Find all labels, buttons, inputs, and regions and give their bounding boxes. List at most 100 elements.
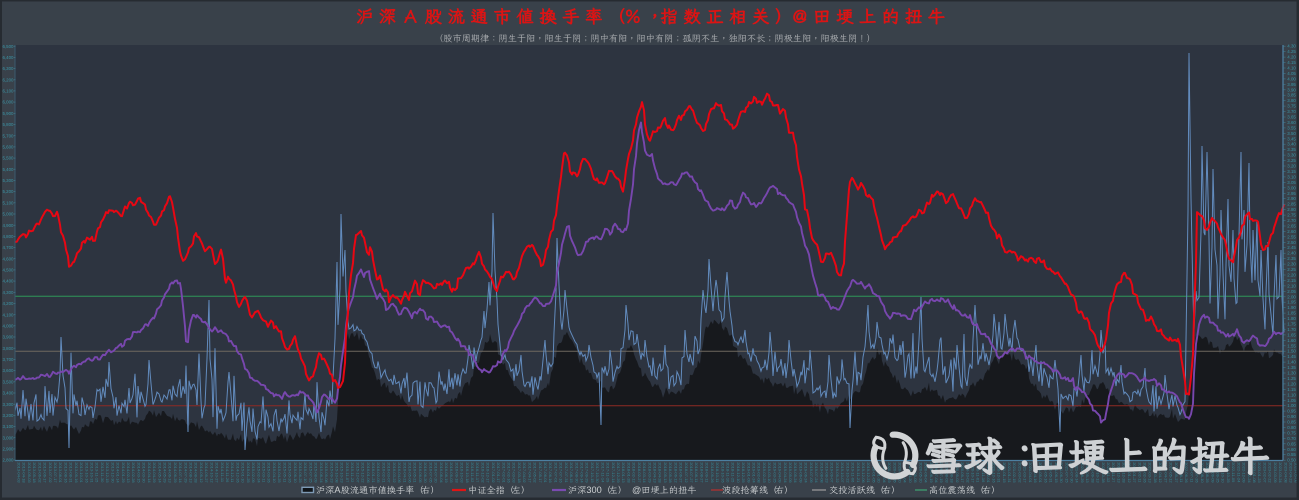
svg-text:1.85: 1.85 — [1287, 311, 1296, 316]
svg-text:4,700: 4,700 — [3, 245, 15, 250]
svg-text:2018-01-28: 2018-01-28 — [626, 462, 631, 483]
svg-text:2022-12-09: 2022-12-09 — [1242, 462, 1247, 483]
svg-text:2015-10-08: 2015-10-08 — [335, 462, 340, 483]
svg-text:2018-01-13: 2018-01-13 — [621, 462, 626, 483]
svg-text:2017-05-17: 2017-05-17 — [538, 462, 543, 483]
svg-text:2014-06-29: 2014-06-29 — [173, 462, 178, 483]
svg-text:2014-08-28: 2014-08-28 — [194, 462, 199, 483]
svg-text:1.30: 1.30 — [1287, 371, 1296, 376]
svg-text:2016-06-20: 2016-06-20 — [423, 462, 428, 483]
svg-text:6,300: 6,300 — [3, 66, 15, 71]
svg-text:2021-07-30: 2021-07-30 — [1070, 462, 1075, 483]
svg-text:2017-04-17: 2017-04-17 — [527, 462, 532, 483]
svg-text:2014-11-26: 2014-11-26 — [225, 462, 230, 483]
svg-text:2017-08-30: 2017-08-30 — [574, 462, 579, 483]
svg-text:2016-08-04: 2016-08-04 — [439, 462, 444, 483]
svg-text:4,200: 4,200 — [3, 301, 15, 306]
svg-text:2.45: 2.45 — [1287, 245, 1296, 250]
svg-text:2021-06-15: 2021-06-15 — [1054, 462, 1059, 483]
svg-text:3,300: 3,300 — [3, 402, 15, 407]
svg-text:3.45: 3.45 — [1287, 136, 1296, 141]
svg-text:2015-06-10: 2015-06-10 — [293, 462, 298, 483]
svg-text:2.60: 2.60 — [1287, 229, 1296, 234]
svg-text:2.95: 2.95 — [1287, 191, 1296, 196]
svg-text:3,700: 3,700 — [3, 357, 15, 362]
svg-text:2016-01-21: 2016-01-21 — [371, 462, 376, 483]
svg-text:2017-12-14: 2017-12-14 — [611, 462, 616, 483]
svg-text:1.35: 1.35 — [1287, 365, 1296, 370]
svg-text:2018-02-12: 2018-02-12 — [632, 462, 637, 483]
svg-text:2022-11-09: 2022-11-09 — [1231, 462, 1236, 483]
svg-text:2017-04-02: 2017-04-02 — [522, 462, 527, 483]
svg-text:2.55: 2.55 — [1287, 234, 1296, 239]
svg-text:2019-09-22: 2019-09-22 — [835, 462, 840, 483]
svg-text:2021-11-12: 2021-11-12 — [1106, 462, 1111, 483]
svg-text:2018-09-11: 2018-09-11 — [705, 462, 710, 483]
svg-text:2022-01-12: 2022-01-12 — [1127, 462, 1132, 483]
svg-text:@: @ — [632, 485, 641, 495]
svg-text:2.35: 2.35 — [1287, 256, 1296, 261]
svg-text:2016-04-06: 2016-04-06 — [397, 462, 402, 483]
svg-text:2014-10-12: 2014-10-12 — [209, 462, 214, 483]
svg-text:2016-09-03: 2016-09-03 — [449, 462, 454, 483]
svg-text:2015-08-24: 2015-08-24 — [319, 462, 324, 483]
svg-text:3,800: 3,800 — [3, 346, 15, 351]
svg-text:2019-06-24: 2019-06-24 — [804, 462, 809, 483]
svg-text:2015-03-11: 2015-03-11 — [262, 462, 267, 483]
svg-text:2022-05-12: 2022-05-12 — [1169, 462, 1174, 483]
svg-text:0.95: 0.95 — [1287, 409, 1296, 414]
svg-text:2013-07-17: 2013-07-17 — [53, 462, 58, 483]
svg-text:1.95: 1.95 — [1287, 300, 1296, 305]
svg-text:4.25: 4.25 — [1287, 49, 1296, 54]
svg-text:2.15: 2.15 — [1287, 278, 1296, 283]
svg-text:2014-11-11: 2014-11-11 — [220, 462, 225, 483]
svg-text:3,400: 3,400 — [3, 391, 15, 396]
svg-text:2013-05-18: 2013-05-18 — [32, 462, 37, 483]
svg-text:2021-03-17: 2021-03-17 — [1023, 462, 1028, 483]
svg-text:2014-04-14: 2014-04-14 — [147, 462, 152, 483]
svg-text:2014-02-13: 2014-02-13 — [126, 462, 131, 483]
svg-text:2023-04-08: 2023-04-08 — [1283, 462, 1288, 483]
svg-text:2,800: 2,800 — [3, 458, 15, 463]
svg-text:2017-11-29: 2017-11-29 — [606, 462, 611, 483]
svg-text:2015-02-09: 2015-02-09 — [251, 462, 256, 483]
svg-text:2014-03-30: 2014-03-30 — [142, 462, 147, 483]
svg-text:2016-08-19: 2016-08-19 — [444, 462, 449, 483]
svg-text:2013-08-16: 2013-08-16 — [63, 462, 68, 483]
svg-text:2018-06-12: 2018-06-12 — [673, 462, 678, 483]
svg-text:2017-10-30: 2017-10-30 — [595, 462, 600, 483]
svg-text:2.00: 2.00 — [1287, 294, 1296, 299]
svg-text:0.55: 0.55 — [1287, 452, 1296, 457]
svg-text:2017-08-15: 2017-08-15 — [569, 462, 574, 483]
svg-text:2019-06-09: 2019-06-09 — [799, 462, 804, 483]
svg-text:2016-07-20: 2016-07-20 — [434, 462, 439, 483]
svg-text:2019-05-24: 2019-05-24 — [793, 462, 798, 483]
svg-text:2022-04-12: 2022-04-12 — [1158, 462, 1163, 483]
svg-text:2015-12-22: 2015-12-22 — [361, 462, 366, 483]
svg-text:2017-07-01: 2017-07-01 — [553, 462, 558, 483]
svg-text:2019-04-09: 2019-04-09 — [778, 462, 783, 483]
svg-text:1.05: 1.05 — [1287, 398, 1296, 403]
svg-text:5,400: 5,400 — [3, 167, 15, 172]
svg-text:6,000: 6,000 — [3, 100, 15, 105]
svg-text:2014-12-11: 2014-12-11 — [230, 462, 235, 483]
svg-text:2014-05-29: 2014-05-29 — [163, 462, 168, 483]
svg-text:2015-09-08: 2015-09-08 — [324, 462, 329, 483]
svg-text:2.25: 2.25 — [1287, 267, 1296, 272]
svg-text:2019-09-07: 2019-09-07 — [830, 462, 835, 483]
svg-text:2018-11-25: 2018-11-25 — [731, 462, 736, 483]
svg-text:2014-07-14: 2014-07-14 — [178, 462, 183, 483]
svg-text:2017-03-18: 2017-03-18 — [517, 462, 522, 483]
svg-text:2015-12-07: 2015-12-07 — [355, 462, 360, 483]
svg-text:2013-06-17: 2013-06-17 — [43, 462, 48, 483]
svg-text:2013-10-01: 2013-10-01 — [79, 462, 84, 483]
svg-text:2022-05-27: 2022-05-27 — [1174, 462, 1179, 483]
svg-text:2023-03-24: 2023-03-24 — [1278, 462, 1283, 483]
svg-text:5,800: 5,800 — [3, 122, 15, 127]
svg-text:2021-05-16: 2021-05-16 — [1044, 462, 1049, 483]
svg-text:4,500: 4,500 — [3, 268, 15, 273]
svg-text:0.70: 0.70 — [1287, 436, 1296, 441]
svg-text:2017-09-29: 2017-09-29 — [585, 462, 590, 483]
svg-text:5,600: 5,600 — [3, 145, 15, 150]
svg-text:2022-01-27: 2022-01-27 — [1132, 462, 1137, 483]
